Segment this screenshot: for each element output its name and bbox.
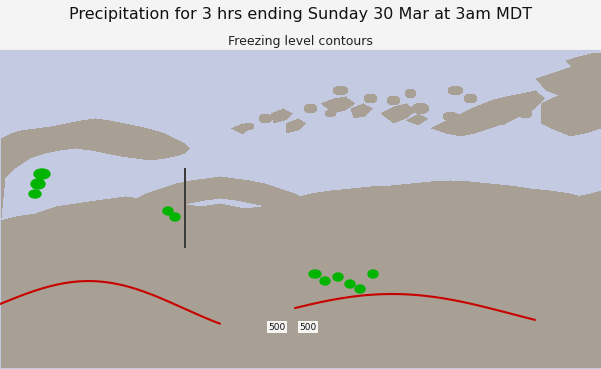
- Ellipse shape: [170, 213, 180, 221]
- Ellipse shape: [34, 169, 50, 179]
- Ellipse shape: [333, 273, 343, 281]
- Ellipse shape: [345, 280, 355, 288]
- Ellipse shape: [320, 277, 330, 285]
- Ellipse shape: [355, 285, 365, 293]
- Ellipse shape: [31, 179, 45, 189]
- Text: Freezing level contours: Freezing level contours: [228, 34, 373, 48]
- Ellipse shape: [368, 270, 378, 278]
- Ellipse shape: [29, 190, 41, 198]
- Text: 500: 500: [269, 323, 285, 331]
- Ellipse shape: [309, 270, 321, 278]
- Ellipse shape: [163, 207, 173, 215]
- Text: Precipitation for 3 hrs ending Sunday 30 Mar at 3am MDT: Precipitation for 3 hrs ending Sunday 30…: [69, 7, 532, 23]
- Text: 500: 500: [299, 323, 317, 331]
